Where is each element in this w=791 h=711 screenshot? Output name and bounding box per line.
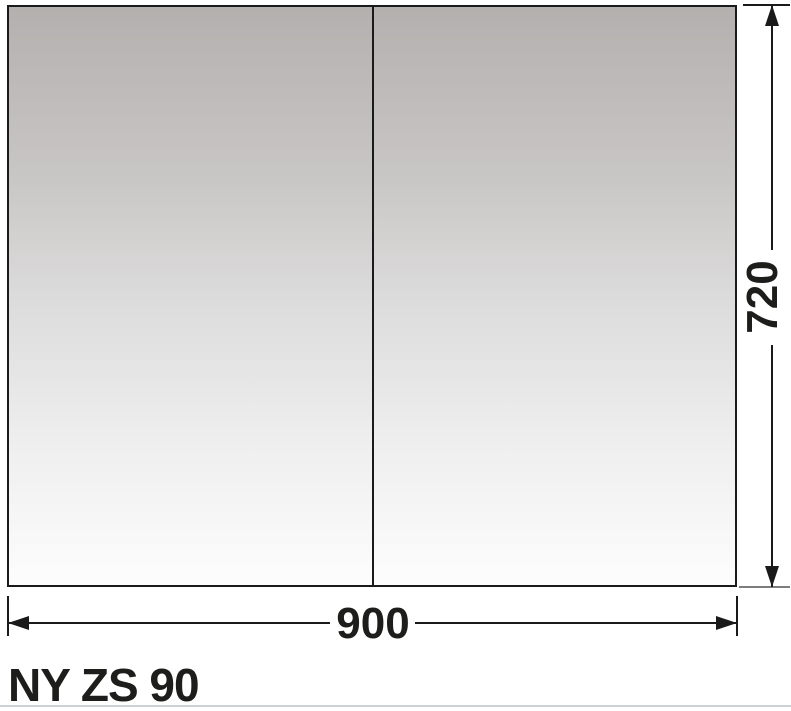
door-divider-line: [372, 7, 374, 585]
height-dimension-line-upper: [771, 6, 773, 250]
width-dimension-line-right: [415, 622, 736, 624]
footer-divider-rule: [0, 705, 791, 707]
product-label: NY ZS 90: [8, 659, 200, 711]
width-dimension-line-left: [9, 622, 330, 624]
arrow-up-icon: [765, 5, 779, 26]
arrow-down-icon: [765, 566, 779, 587]
bottom-extension-tick: [739, 586, 790, 588]
height-dimension-value: 720: [738, 260, 787, 334]
width-dimension-value: 900: [336, 599, 410, 648]
right-extension-tick: [736, 596, 738, 636]
height-dimension-line-lower: [771, 345, 773, 587]
arrow-left-icon: [8, 616, 29, 630]
arrow-right-icon: [716, 616, 737, 630]
